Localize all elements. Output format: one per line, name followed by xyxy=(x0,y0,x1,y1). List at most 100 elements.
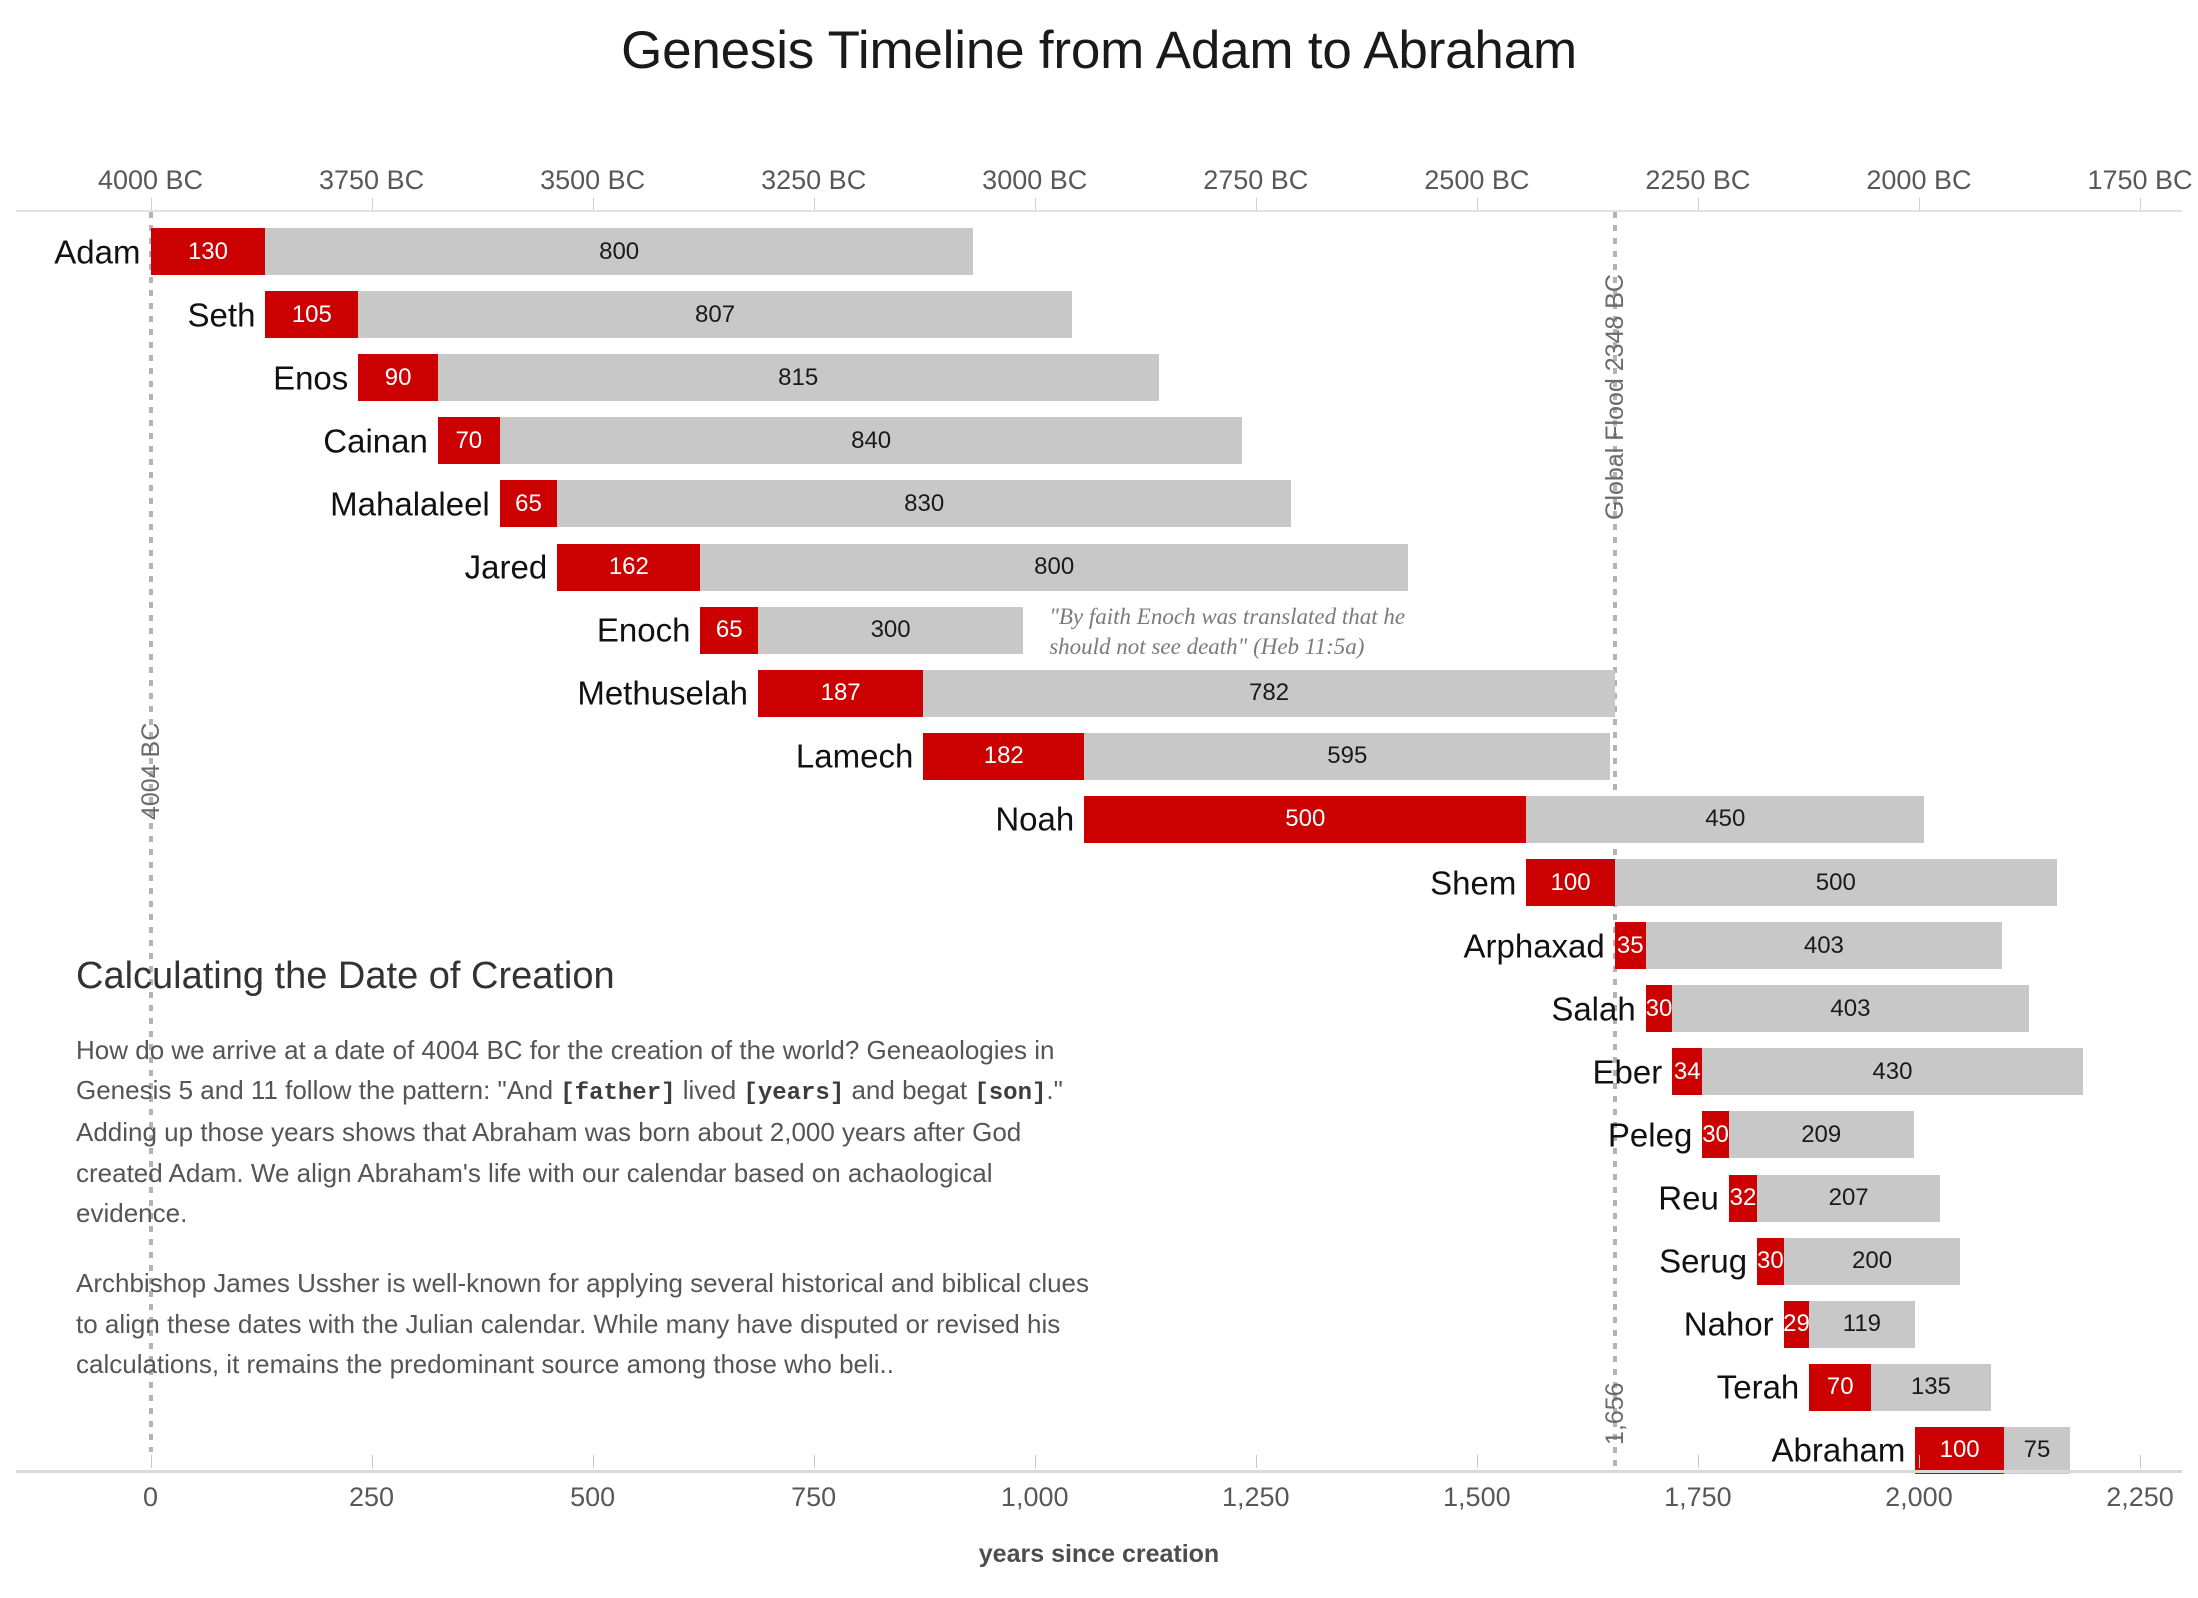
bar-value-after-son: 840 xyxy=(851,426,892,454)
top-axis-label: 2750 BC xyxy=(1203,165,1309,195)
bar-value-before-son: 65 xyxy=(715,616,743,644)
bar-segment-after-son[interactable]: 807 xyxy=(358,291,1072,339)
reference-label-flood-years: 1,656 xyxy=(1600,1382,1629,1445)
bar-value-before-son: 500 xyxy=(1285,805,1326,833)
explanatory-text-block: Calculating the Date of Creation How do … xyxy=(76,955,1106,1384)
token-son: [son] xyxy=(974,1080,1047,1108)
bar-segment-after-son[interactable]: 595 xyxy=(1084,732,1611,780)
bar-row[interactable]: Noah 500 450 xyxy=(995,795,1925,843)
bar-row[interactable]: Reu 32 207 xyxy=(1658,1174,1941,1222)
bar-segment-before-son[interactable]: 162 xyxy=(557,543,701,591)
bar-label-name: Enos xyxy=(273,359,349,397)
bar-segment-after-son[interactable]: 450 xyxy=(1526,795,1925,843)
bar-value-after-son: 75 xyxy=(2023,1436,2051,1464)
bar-label-name: Abraham xyxy=(1771,1431,1906,1469)
reference-line-creation xyxy=(148,212,153,1452)
bar-row[interactable]: Shem 100 500 xyxy=(1430,859,2057,906)
bar-row[interactable]: Arphaxad 35 403 xyxy=(1464,922,2003,970)
bar-segment-before-son[interactable]: 29 xyxy=(1783,1300,1810,1348)
bar-row[interactable]: Salah 30 403 xyxy=(1551,985,2029,1033)
bar-segment-before-son[interactable]: 100 xyxy=(1915,1426,2004,1474)
top-axis-label: 3250 BC xyxy=(761,165,867,195)
bar-segment-after-son[interactable]: 800 xyxy=(265,228,973,275)
bar-row[interactable]: Cainan 70 840 xyxy=(323,417,1243,465)
bar-segment-before-son[interactable]: 65 xyxy=(499,480,558,528)
bar-value-before-son: 162 xyxy=(608,553,649,580)
bar-segment-before-son[interactable]: 30 xyxy=(1646,985,1672,1033)
bar-segment-before-son[interactable]: 130 xyxy=(150,228,266,275)
bar-segment-after-son[interactable]: 119 xyxy=(1809,1300,1915,1348)
bar-label-name: Adam xyxy=(54,233,141,270)
bar-segment-after-son[interactable]: 430 xyxy=(1702,1048,2083,1096)
bar-label-name: Arphaxad xyxy=(1463,927,1605,965)
bar-segment-before-son[interactable]: 65 xyxy=(700,606,758,654)
bar-row[interactable]: Eber 34 430 xyxy=(1593,1048,2083,1096)
bar-label-name: Serug xyxy=(1659,1242,1748,1280)
bar-segment-after-son[interactable]: 200 xyxy=(1783,1237,1961,1285)
bar-segment-before-son[interactable]: 70 xyxy=(1809,1363,1872,1411)
bar-segment-before-son[interactable]: 70 xyxy=(437,417,500,465)
bar-value-before-son: 70 xyxy=(455,426,483,454)
bar-row[interactable]: Abraham 100 75 xyxy=(1772,1426,2071,1474)
bar-row[interactable]: Seth 105 807 xyxy=(188,291,1072,339)
bottom-axis-tick xyxy=(1476,1455,1478,1468)
bar-value-before-son: 32 xyxy=(1729,1184,1757,1211)
bar-label-name: Noah xyxy=(995,800,1075,838)
bar-row[interactable]: Enos 90 815 xyxy=(273,354,1159,402)
bar-segment-before-son[interactable]: 182 xyxy=(923,732,1085,780)
reference-label-global-flood: Global Flood 2348 BC xyxy=(1600,274,1629,520)
bar-row[interactable]: Enoch 65 300 xyxy=(597,606,1024,654)
bottom-axis-label: 1,250 xyxy=(1221,1482,1290,1512)
text-block-paragraph-1: How do we arrive at a date of 4004 BC fo… xyxy=(76,1030,1106,1233)
bar-segment-after-son[interactable]: 75 xyxy=(2003,1426,2071,1474)
bar-segment-before-son[interactable]: 30 xyxy=(1757,1237,1784,1285)
top-axis-label: 2500 BC xyxy=(1424,165,1530,195)
bar-segment-after-son[interactable]: 840 xyxy=(499,417,1243,465)
bar-value-before-son: 100 xyxy=(1939,1436,1980,1464)
bar-segment-before-son[interactable]: 35 xyxy=(1614,922,1646,970)
bar-segment-after-son[interactable]: 403 xyxy=(1672,985,2029,1033)
bar-label-name: Peleg xyxy=(1607,1116,1693,1154)
top-axis-tick xyxy=(1918,198,1920,210)
bar-row[interactable]: Methuselah 187 782 xyxy=(577,669,1615,717)
bar-label-name: Terah xyxy=(1716,1368,1800,1406)
bar-segment-after-son[interactable]: 207 xyxy=(1757,1174,1941,1222)
bar-segment-after-son[interactable]: 209 xyxy=(1728,1111,1914,1159)
page-title: Genesis Timeline from Adam to Abraham xyxy=(621,21,1577,80)
bar-segment-before-son[interactable]: 105 xyxy=(265,291,359,339)
bar-value-after-son: 807 xyxy=(695,300,736,328)
bar-row[interactable]: Lamech 182 595 xyxy=(796,732,1611,780)
bar-segment-after-son[interactable]: 800 xyxy=(700,543,1408,591)
bar-segment-after-son[interactable]: 815 xyxy=(437,354,1159,402)
bar-segment-before-son[interactable]: 500 xyxy=(1084,795,1527,843)
bar-segment-before-son[interactable]: 187 xyxy=(757,669,924,717)
bar-value-after-son: 430 xyxy=(1872,1057,1913,1085)
bar-segment-after-son[interactable]: 300 xyxy=(757,606,1024,654)
bottom-axis-tick xyxy=(1034,1455,1036,1468)
bar-segment-before-son[interactable]: 30 xyxy=(1702,1111,1729,1159)
bar-value-after-son: 200 xyxy=(1852,1247,1893,1275)
bar-segment-before-son[interactable]: 90 xyxy=(358,354,438,402)
bar-segment-before-son[interactable]: 34 xyxy=(1672,1048,1703,1096)
bar-segment-before-son[interactable]: 32 xyxy=(1728,1174,1758,1222)
bottom-axis-label: 2,250 xyxy=(2106,1482,2174,1512)
bar-segment-before-son[interactable]: 100 xyxy=(1526,859,1615,906)
bar-row[interactable]: Nahor 29 119 xyxy=(1684,1300,1915,1348)
bar-segment-after-son[interactable]: 403 xyxy=(1645,922,2003,970)
top-axis-tick xyxy=(150,198,152,210)
bar-row[interactable]: Mahalaleel 65 830 xyxy=(330,480,1292,528)
bar-row[interactable]: Terah 70 135 xyxy=(1717,1363,1991,1411)
bar-segment-after-son[interactable]: 500 xyxy=(1614,859,2057,906)
bar-row[interactable]: Serug 30 200 xyxy=(1659,1237,1961,1285)
bar-row[interactable]: Jared 162 800 xyxy=(465,543,1408,591)
bar-row[interactable]: Peleg 30 209 xyxy=(1608,1111,1914,1159)
bar-row[interactable]: Adam 130 800 xyxy=(54,228,973,275)
bar-segment-after-son[interactable]: 782 xyxy=(923,669,1615,717)
top-axis-tick xyxy=(1034,198,1036,210)
bar-segment-after-son[interactable]: 830 xyxy=(557,480,1292,528)
bar-value-before-son: 34 xyxy=(1673,1057,1701,1085)
bar-segment-after-son[interactable]: 135 xyxy=(1871,1363,1991,1411)
bar-value-before-son: 29 xyxy=(1783,1310,1810,1338)
bar-value-before-son: 187 xyxy=(820,679,861,707)
